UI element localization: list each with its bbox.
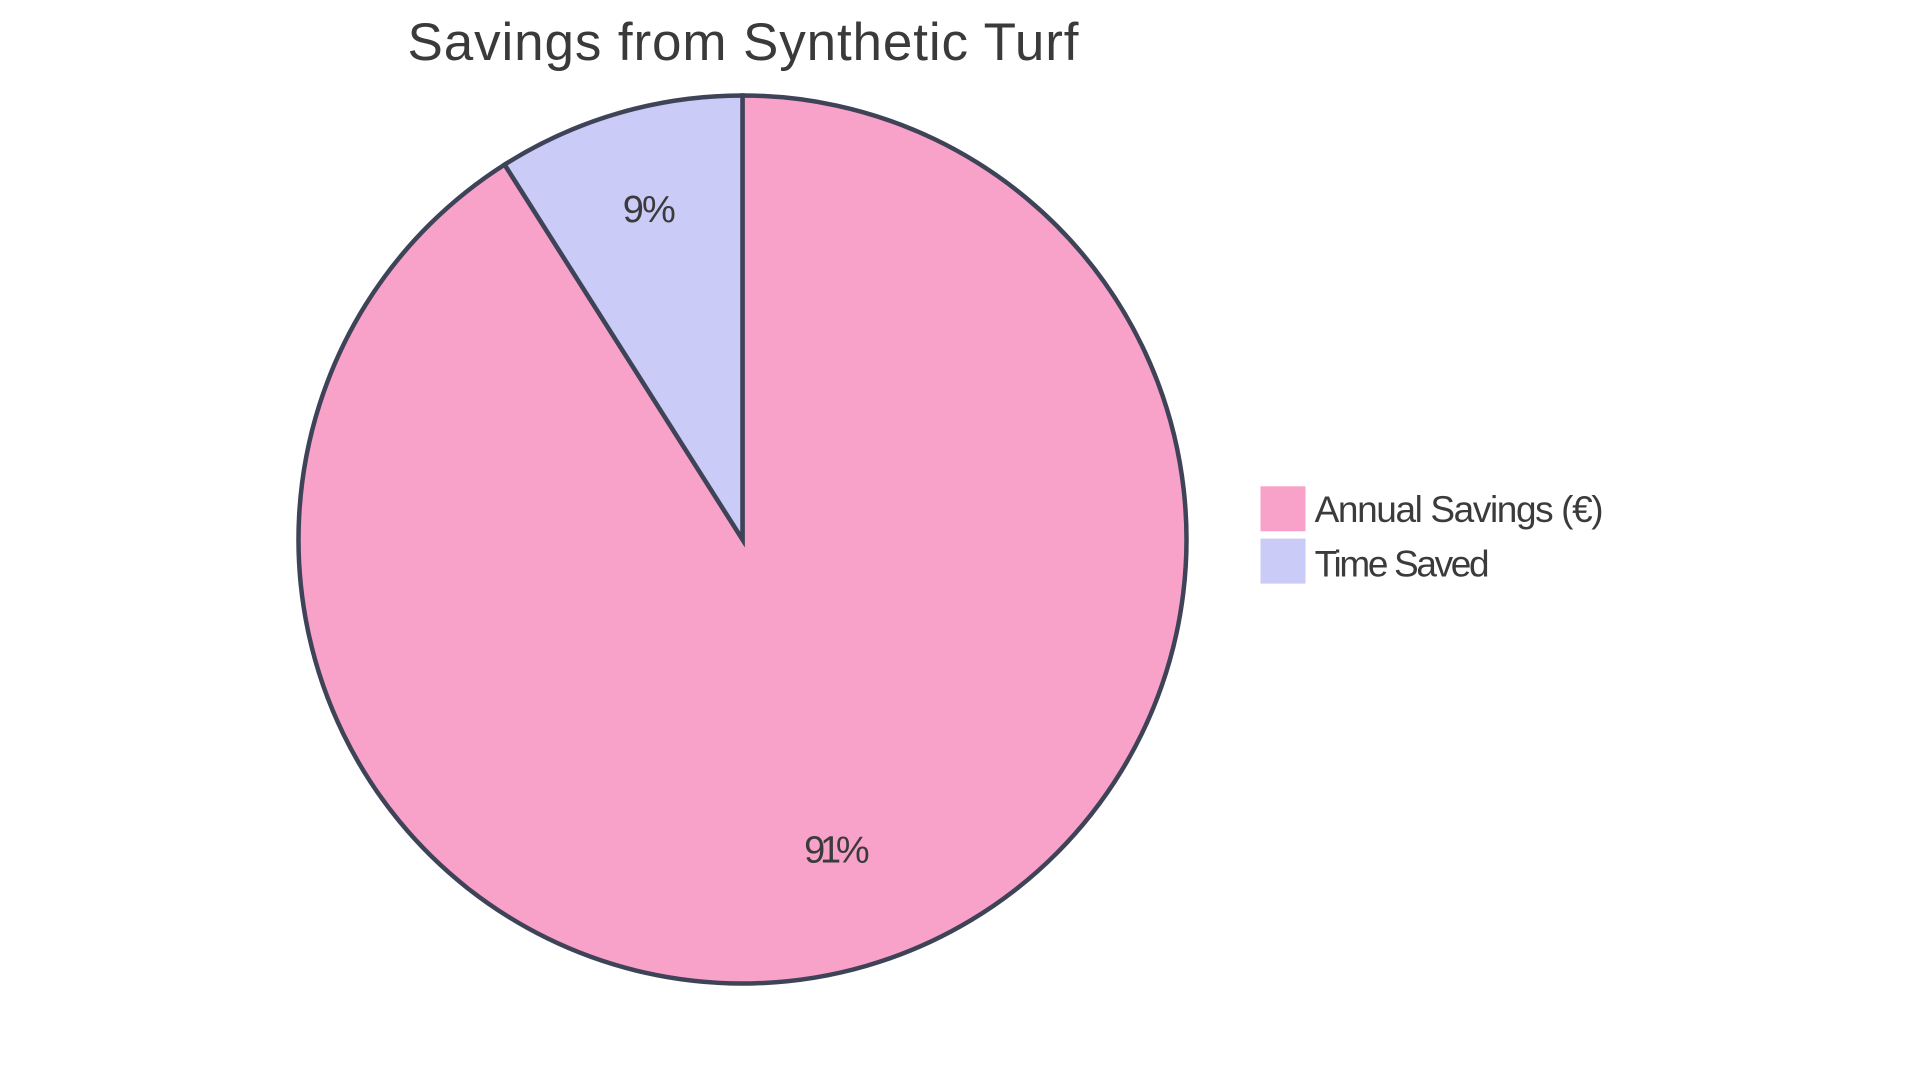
- svg-text:91%: 91%: [804, 829, 870, 871]
- svg-text:Time Saved: Time Saved: [1315, 543, 1490, 584]
- svg-text:Annual Savings (€): Annual Savings (€): [1315, 489, 1604, 530]
- svg-text:9%: 9%: [623, 189, 676, 231]
- svg-text:Savings from Synthetic Turf: Savings from Synthetic Turf: [408, 13, 1079, 72]
